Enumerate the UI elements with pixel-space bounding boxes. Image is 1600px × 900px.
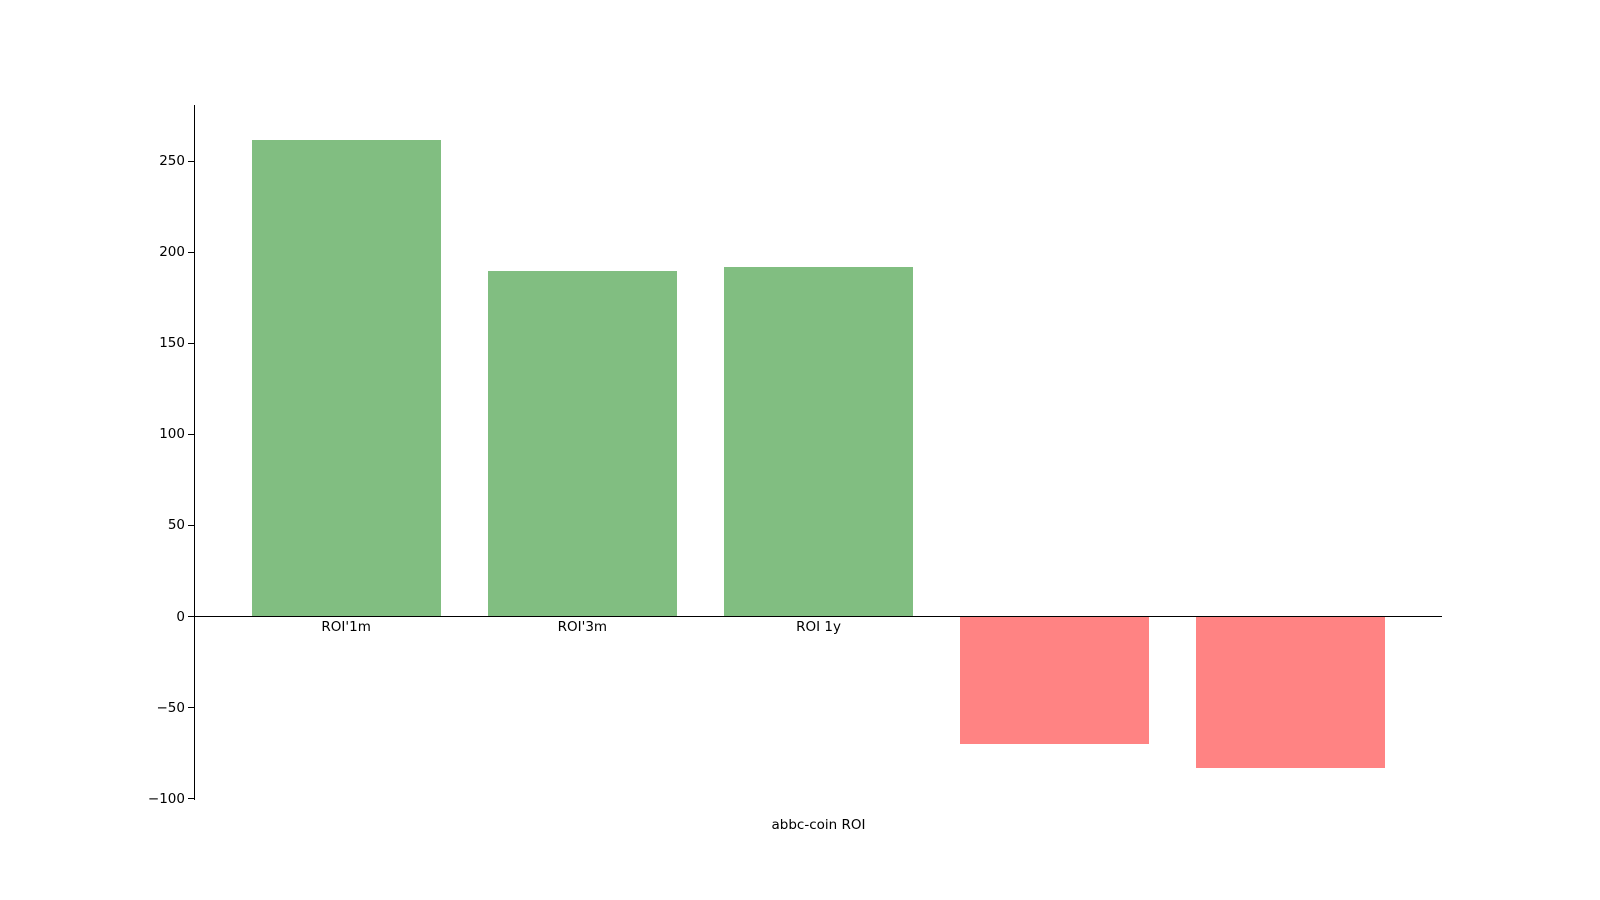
y-tick — [188, 342, 195, 344]
chart-title: abbc-coin ROI — [771, 817, 866, 833]
y-tick-label: 150 — [159, 335, 185, 352]
y-tick — [188, 524, 195, 527]
bar — [960, 616, 1150, 744]
y-tick — [188, 251, 195, 253]
zero-baseline — [195, 615, 1442, 618]
y-tick-label: −100 — [147, 790, 185, 807]
bar — [1196, 616, 1386, 768]
y-tick — [188, 433, 195, 436]
bar-label: ROI 1y — [796, 618, 841, 635]
bar — [724, 266, 914, 617]
y-axis-spine — [194, 104, 196, 801]
y-tick-label: 250 — [159, 153, 185, 170]
bar — [251, 139, 441, 617]
y-tick — [188, 615, 195, 618]
y-tick-label: 200 — [159, 244, 185, 261]
y-tick-label: −50 — [156, 699, 186, 716]
y-tick — [188, 706, 195, 709]
bar — [487, 270, 677, 617]
y-tick-label: 0 — [176, 608, 185, 625]
bar-label: ROI'3m — [557, 618, 608, 635]
bar-label: ROI'1m — [321, 618, 371, 635]
y-tick-label: 50 — [167, 517, 185, 534]
y-tick-label: 100 — [159, 426, 185, 443]
y-tick — [188, 160, 195, 162]
y-tick — [188, 797, 195, 800]
